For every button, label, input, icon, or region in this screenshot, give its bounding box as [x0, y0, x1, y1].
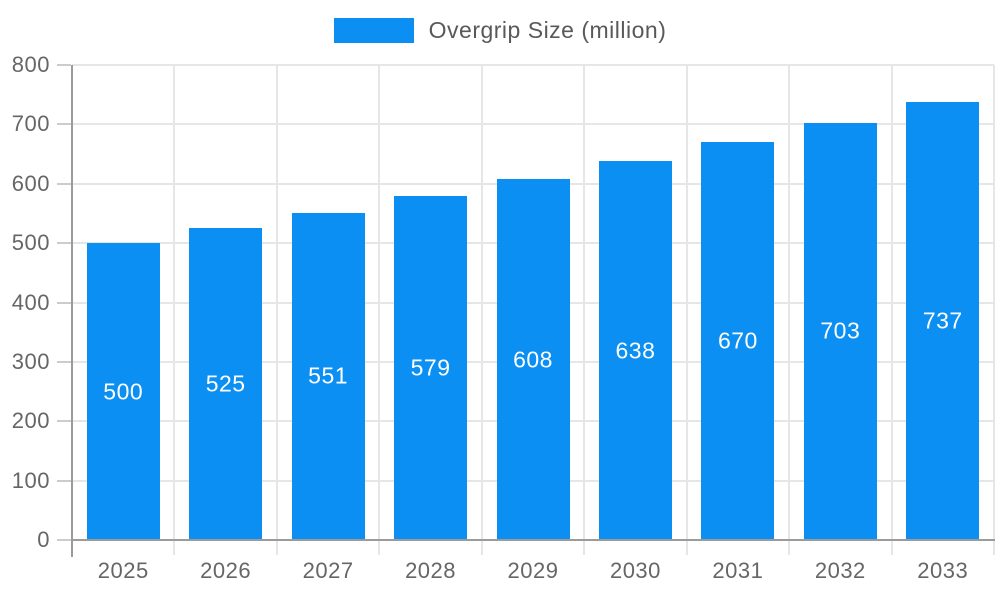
y-axis-label-400: 400: [11, 289, 50, 315]
x-axis-label-2030: 2030: [609, 558, 661, 583]
gridline-horizontal: [72, 123, 994, 126]
y-axis-tick: [57, 301, 71, 304]
y-axis-tick: [57, 479, 71, 482]
gridline-vertical: [173, 65, 176, 555]
bar-value-label: 500: [103, 378, 144, 405]
gridline-vertical: [583, 65, 586, 555]
bar-value-label: 551: [308, 362, 349, 389]
legend-swatch: [333, 18, 414, 43]
gridline-horizontal: [72, 64, 994, 66]
x-axis-label-2032: 2032: [814, 558, 866, 583]
y-axis-tick: [57, 242, 71, 245]
gridline-vertical: [275, 65, 278, 555]
y-axis-label-200: 200: [11, 408, 50, 434]
bar-2032[interactable]: 703: [803, 122, 877, 540]
bar-value-label: 703: [820, 317, 861, 344]
bar-value-label: 737: [922, 307, 963, 334]
legend-label: Overgrip Size (million): [428, 17, 667, 43]
chart-legend[interactable]: Overgrip Size (million): [0, 17, 1000, 44]
bar-value-label: 670: [717, 327, 758, 354]
x-axis-label-2029: 2029: [507, 558, 559, 583]
bar-2025[interactable]: 500: [86, 243, 160, 540]
x-axis-line: [71, 539, 995, 541]
x-axis-label-2031: 2031: [712, 558, 764, 583]
bar-value-label: 638: [615, 337, 656, 364]
gridline-vertical: [480, 65, 483, 555]
bar-2026[interactable]: 525: [189, 228, 263, 540]
y-axis-tick: [57, 64, 71, 66]
y-axis-tick: [57, 539, 71, 541]
gridline-vertical: [788, 65, 791, 555]
y-axis-tick: [57, 182, 71, 185]
bar-2033[interactable]: 737: [906, 102, 980, 540]
y-axis-tick: [57, 123, 71, 126]
bar-2027[interactable]: 551: [291, 212, 365, 540]
y-axis-label-800: 800: [11, 52, 50, 77]
y-axis-label-600: 600: [11, 170, 50, 196]
gridline-vertical: [890, 65, 893, 555]
y-axis-label-700: 700: [11, 111, 50, 137]
bar-2031[interactable]: 670: [701, 142, 775, 540]
y-axis-label-100: 100: [11, 467, 50, 493]
y-axis-line: [71, 65, 73, 557]
gridline-vertical: [378, 65, 381, 555]
y-axis-label-0: 0: [37, 527, 50, 552]
y-axis-tick: [57, 420, 71, 423]
y-axis-label-500: 500: [11, 230, 50, 256]
y-axis-label-300: 300: [11, 348, 50, 374]
x-axis-label-2025: 2025: [97, 558, 149, 583]
bar-value-label: 525: [205, 370, 246, 397]
bar-2028[interactable]: 579: [394, 196, 468, 540]
gridline-vertical: [993, 65, 995, 555]
bar-2030[interactable]: 638: [598, 161, 672, 540]
bar-value-label: 579: [410, 354, 451, 381]
bar-2029[interactable]: 608: [496, 179, 570, 540]
x-axis-label-2026: 2026: [200, 558, 252, 583]
x-axis-label-2027: 2027: [302, 558, 354, 583]
y-axis-tick: [57, 360, 71, 363]
x-axis-label-2028: 2028: [405, 558, 457, 583]
bar-value-label: 608: [513, 346, 553, 372]
gridline-vertical: [685, 65, 688, 555]
x-axis-label-2033: 2033: [917, 558, 969, 583]
